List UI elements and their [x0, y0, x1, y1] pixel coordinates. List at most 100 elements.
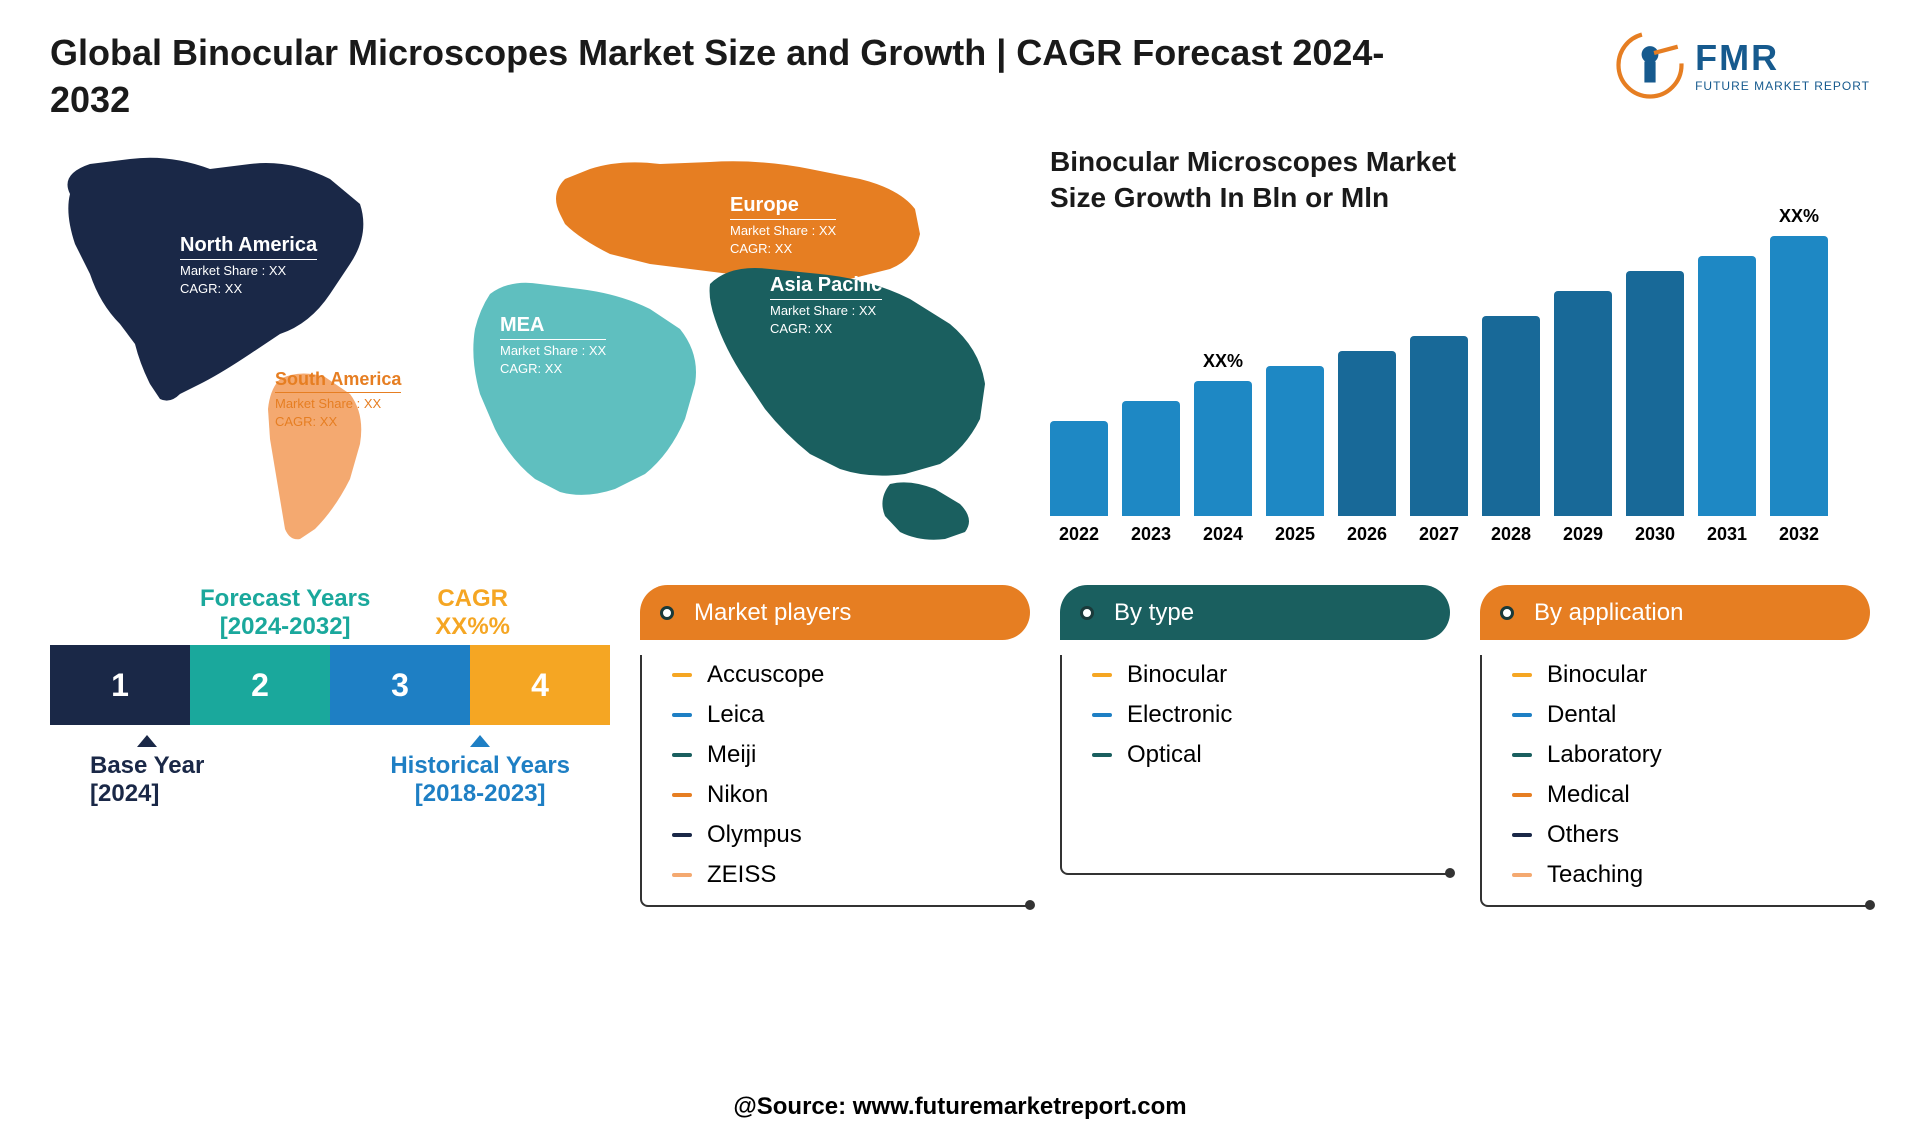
- list-item-label: Meiji: [707, 741, 756, 769]
- x-axis-label: 2022: [1050, 524, 1108, 545]
- chart-bar: [1050, 421, 1108, 516]
- list-item-label: ZEISS: [707, 861, 776, 889]
- base-year-label: Base Year [2024]: [90, 735, 204, 808]
- list-item-label: Electronic: [1127, 701, 1232, 729]
- chart-bar: [1482, 316, 1540, 516]
- region-label-mea: MEA Market Share : XX CAGR: XX: [500, 314, 606, 376]
- historical-label: Historical Years [2018-2023]: [390, 735, 570, 808]
- x-axis-label: 2027: [1410, 524, 1468, 545]
- dash-icon: [1512, 673, 1532, 677]
- category-header: Market players: [640, 585, 1030, 640]
- list-item: Dental: [1512, 695, 1870, 735]
- list-item-label: Nikon: [707, 781, 768, 809]
- map-mea: [450, 274, 710, 504]
- list-item: Optical: [1092, 735, 1450, 775]
- list-item-label: Olympus: [707, 821, 802, 849]
- bar-annotation: XX%: [1203, 351, 1243, 372]
- dot-icon: [1500, 606, 1514, 620]
- list-item-label: Leica: [707, 701, 764, 729]
- arrow-down-icon: [470, 735, 490, 747]
- region-label-ap: Asia Pacific Market Share : XX CAGR: XX: [770, 274, 882, 336]
- list-item: Electronic: [1092, 695, 1450, 735]
- category-box: By type Binocular Electronic Optical: [1060, 585, 1450, 907]
- source-attribution: @Source: www.futuremarketreport.com: [733, 1093, 1186, 1121]
- list-item: Others: [1512, 815, 1870, 855]
- logo-subtitle: FUTURE MARKET REPORT: [1695, 79, 1870, 93]
- region-label-sa: South America Market Share : XX CAGR: XX: [275, 369, 401, 429]
- dash-icon: [1512, 713, 1532, 717]
- list-item: Binocular: [1512, 655, 1870, 695]
- dash-icon: [672, 873, 692, 877]
- category-header: By type: [1060, 585, 1450, 640]
- list-item-label: Dental: [1547, 701, 1616, 729]
- bar-annotation: XX%: [1779, 206, 1819, 227]
- x-axis-labels: 2022202320242025202620272028202920302031…: [1050, 524, 1870, 545]
- x-axis-label: 2032: [1770, 524, 1828, 545]
- arrow-down-icon: [137, 735, 157, 747]
- dash-icon: [1512, 793, 1532, 797]
- list-item: Accuscope: [672, 655, 1030, 695]
- list-item-label: Laboratory: [1547, 741, 1662, 769]
- timeline-box: 4: [470, 645, 610, 725]
- x-axis-label: 2029: [1554, 524, 1612, 545]
- region-label-na: North America Market Share : XX CAGR: XX: [180, 234, 317, 296]
- logo-text: FMR: [1695, 37, 1870, 79]
- list-item: Teaching: [1512, 855, 1870, 895]
- dash-icon: [1092, 713, 1112, 717]
- region-label-eu: Europe Market Share : XX CAGR: XX: [730, 194, 836, 256]
- fmr-logo-icon: [1615, 30, 1685, 100]
- chart-bar: [1698, 256, 1756, 516]
- x-axis-label: 2024: [1194, 524, 1252, 545]
- dash-icon: [672, 713, 692, 717]
- list-item: Binocular: [1092, 655, 1450, 695]
- dash-icon: [672, 833, 692, 837]
- list-item-label: Others: [1547, 821, 1619, 849]
- chart-title: Binocular Microscopes Market Size Growth…: [1050, 144, 1500, 217]
- list-item: Olympus: [672, 815, 1030, 855]
- category-box: Market players Accuscope Leica Meiji Nikon Ol…: [640, 585, 1030, 907]
- category-title: By type: [1114, 599, 1194, 627]
- chart-bar: [1266, 366, 1324, 516]
- dash-icon: [1512, 833, 1532, 837]
- timeline-boxes: 1234: [50, 645, 610, 725]
- list-item: Nikon: [672, 775, 1030, 815]
- dot-icon: [660, 606, 674, 620]
- x-axis-label: 2031: [1698, 524, 1756, 545]
- list-item-label: Binocular: [1127, 661, 1227, 689]
- category-list: Accuscope Leica Meiji Nikon Olympus ZEISS: [640, 655, 1030, 907]
- timeline-box: 3: [330, 645, 470, 725]
- category-box: By application Binocular Dental Laboratory M…: [1480, 585, 1870, 907]
- chart-bar: [1626, 271, 1684, 516]
- chart-bar: XX%: [1770, 236, 1828, 516]
- dash-icon: [1092, 673, 1112, 677]
- list-item-label: Binocular: [1547, 661, 1647, 689]
- dash-icon: [672, 673, 692, 677]
- category-list: Binocular Electronic Optical: [1060, 655, 1450, 875]
- list-item-label: Accuscope: [707, 661, 824, 689]
- x-axis-label: 2023: [1122, 524, 1180, 545]
- logo: FMR FUTURE MARKET REPORT: [1615, 30, 1870, 100]
- dash-icon: [1092, 753, 1112, 757]
- list-item: Laboratory: [1512, 735, 1870, 775]
- list-item-label: Teaching: [1547, 861, 1643, 889]
- chart-bar: XX%: [1194, 381, 1252, 516]
- dash-icon: [672, 793, 692, 797]
- category-title: By application: [1534, 599, 1683, 627]
- dot-icon: [1080, 606, 1094, 620]
- x-axis-label: 2030: [1626, 524, 1684, 545]
- chart-bar: [1554, 291, 1612, 516]
- dash-icon: [1512, 753, 1532, 757]
- chart-bar: [1338, 351, 1396, 516]
- list-item-label: Optical: [1127, 741, 1202, 769]
- world-map: North America Market Share : XX CAGR: XX…: [50, 144, 1010, 544]
- list-item: ZEISS: [672, 855, 1030, 895]
- dash-icon: [672, 753, 692, 757]
- x-axis-label: 2026: [1338, 524, 1396, 545]
- bar-chart: Binocular Microscopes Market Size Growth…: [1050, 144, 1870, 546]
- list-item-label: Medical: [1547, 781, 1630, 809]
- list-item: Medical: [1512, 775, 1870, 815]
- chart-bar: [1410, 336, 1468, 516]
- main-row: North America Market Share : XX CAGR: XX…: [50, 144, 1870, 546]
- category-list: Binocular Dental Laboratory Medical Others Te…: [1480, 655, 1870, 907]
- bars-row: XX% XX%: [1050, 236, 1870, 516]
